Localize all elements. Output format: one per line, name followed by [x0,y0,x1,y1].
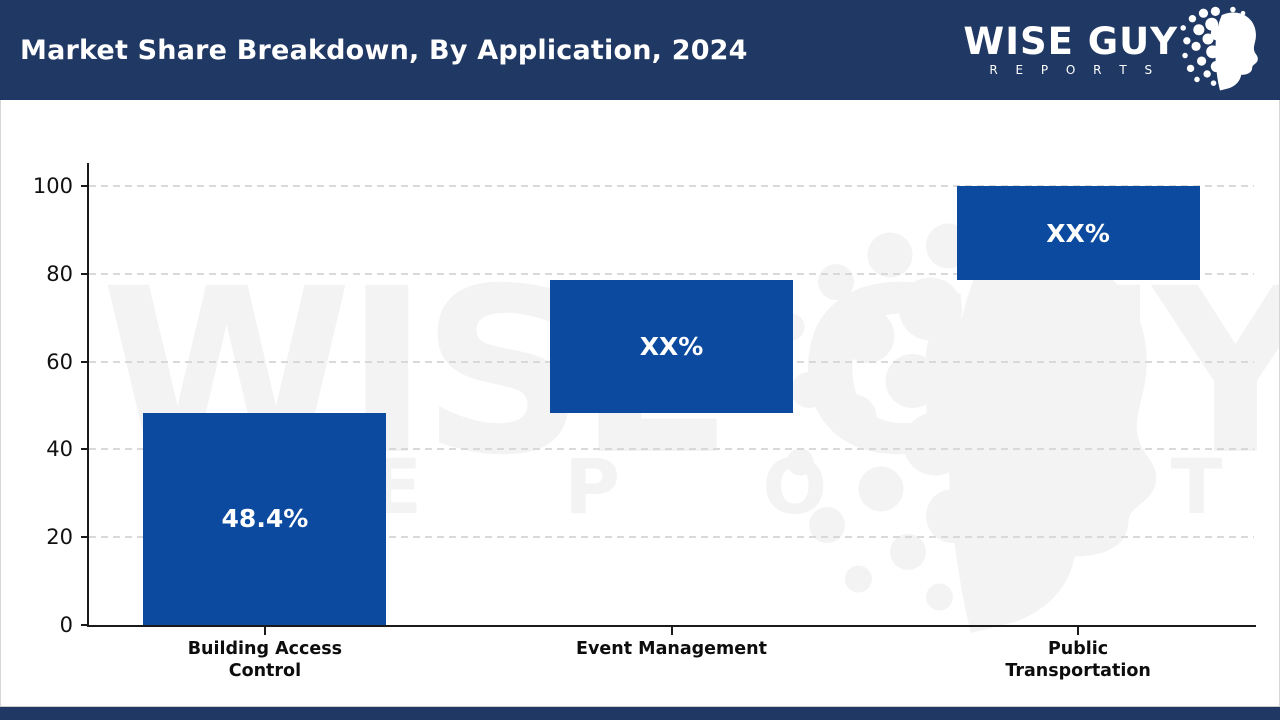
logo-face-icon [1180,6,1258,91]
bar-value-label: XX% [639,331,704,361]
x-tick [1077,627,1080,635]
bar-value-label: XX% [1046,218,1110,248]
bar: XX% [550,280,793,413]
y-tick-label: 40 [46,437,73,462]
category-label: Event Management [576,639,767,659]
x-tick [670,627,673,635]
y-tick [81,536,89,539]
category-label: Public Transportation [1005,639,1151,681]
gridline [89,536,1254,539]
category-label: Building Access Control [187,639,343,681]
bar: XX% [956,186,1200,281]
chart-area: WISE GUY R E P O R T S 02040608010048.4%… [0,100,1280,707]
x-axis-line [87,625,1256,627]
y-tick [81,448,89,451]
gridline [89,448,1254,451]
logo-subtext: R E P O R T S [989,63,1160,77]
y-tick-label: 100 [32,174,73,198]
y-tick [81,360,89,363]
footer-bar [0,707,1280,720]
x-tick [263,627,266,635]
y-axis-line [87,163,89,627]
y-tick [81,272,89,275]
header: Market Share Breakdown, By Application, … [0,0,1280,100]
y-tick-label: 80 [46,261,73,286]
wiseguy-logo: WISE GUY R E P O R T S [963,4,1266,96]
chart-title: Market Share Breakdown, By Application, … [20,34,748,66]
logo-text: WISE GUY R E P O R T S [963,23,1178,77]
gridline [89,185,1254,187]
bar-value-label: 48.4% [221,504,309,534]
logo-wordmark: WISE GUY [963,20,1178,63]
y-tick [81,624,89,626]
gridline [89,272,1254,275]
y-tick-label: 20 [46,525,73,550]
y-tick-label: 60 [46,349,73,374]
bar: 48.4% [143,412,387,625]
y-tick [81,185,89,187]
y-tick-label: 0 [59,613,73,637]
